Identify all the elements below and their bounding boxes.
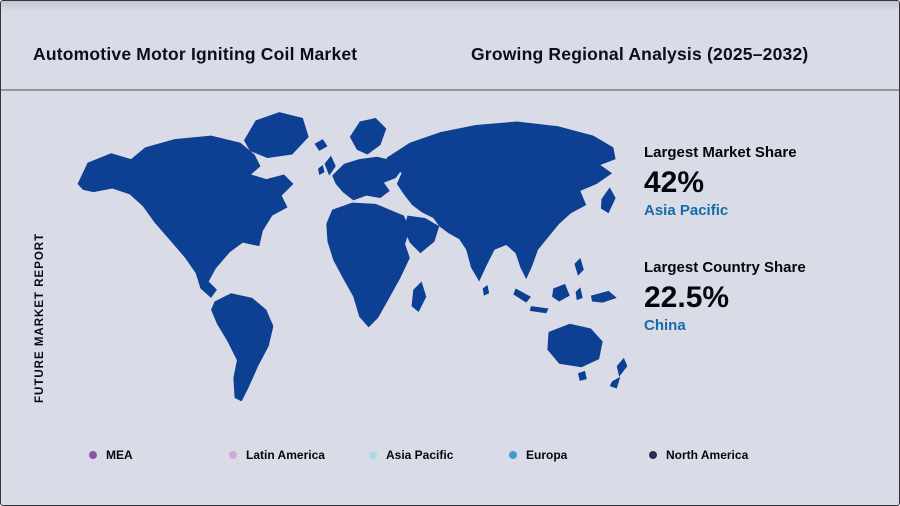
legend-dot-icon [229, 451, 237, 459]
legend-item-label: Asia Pacific [386, 448, 454, 462]
stat-country-share-label: Largest Country Share [644, 259, 806, 276]
stat-market-share-value: 42% [644, 166, 705, 199]
legend-dot-icon [509, 451, 517, 459]
legend-item-label: MEA [106, 448, 133, 462]
stat-market-share-region: Asia Pacific [644, 202, 729, 219]
legend-item-mea: MEA [89, 448, 229, 462]
legend-item-label: Latin America [246, 448, 325, 462]
stat-market-share: Largest Market Share 42% Asia Pacific [644, 144, 889, 219]
stats-panel: Largest Market Share 42% Asia Pacific La… [644, 144, 889, 334]
legend-dot-icon [649, 451, 657, 459]
page-subtitle: Growing Regional Analysis (2025–2032) [471, 44, 809, 64]
legend-dot-icon [89, 451, 97, 459]
legend-item-europa: Europa [509, 448, 649, 462]
stat-country-share-value: 22.5% [644, 281, 730, 314]
world-map-landmass [77, 112, 628, 402]
legend-item-north-america: North America [649, 448, 789, 462]
stat-country-share: Largest Country Share 22.5% China [644, 259, 889, 334]
stat-market-share-label: Largest Market Share [644, 144, 797, 161]
legend-dot-icon [369, 451, 377, 459]
page-title: Automotive Motor Igniting Coil Market [33, 44, 358, 64]
legend-item-asia-pacific: Asia Pacific [369, 448, 509, 462]
brand-vertical-label: FUTURE MARKET REPORT [34, 232, 46, 404]
legend-item-label: Europa [526, 448, 568, 462]
legend-item-latin-america: Latin America [229, 448, 369, 462]
map-legend: MEA Latin America Asia Pacific Europa No… [89, 448, 789, 462]
world-map-svg [77, 112, 628, 402]
legend-item-label: North America [666, 448, 749, 462]
header-divider [1, 89, 899, 91]
world-map [57, 93, 645, 437]
stat-country-share-region: China [644, 317, 686, 334]
